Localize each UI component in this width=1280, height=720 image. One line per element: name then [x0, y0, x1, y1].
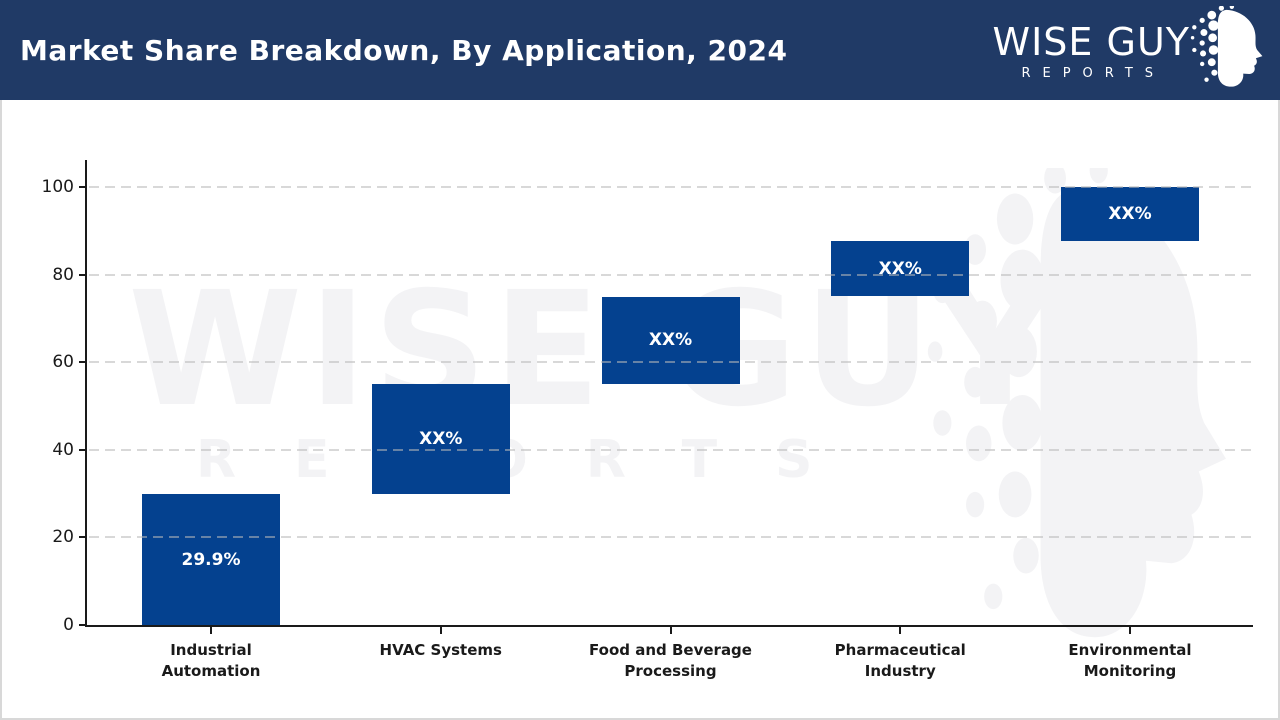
brand-logo: WISE GUY REPORTS — [993, 6, 1272, 94]
brand-text: WISE GUY REPORTS — [993, 20, 1190, 81]
category-label: HVAC Systems — [379, 641, 502, 659]
y-tick-mark — [79, 361, 86, 364]
y-tick-mark — [79, 536, 86, 539]
x-tick-mark — [1129, 627, 1131, 634]
bar-segment — [601, 296, 740, 385]
gridline-40 — [89, 448, 1253, 451]
x-axis-line — [85, 625, 1253, 627]
brand-sub: REPORTS — [1021, 65, 1166, 81]
y-tick-mark — [79, 624, 86, 626]
header-bar: Market Share Breakdown, By Application, … — [0, 0, 1280, 100]
y-tick-mark — [79, 448, 86, 451]
bar-value-label: XX% — [1108, 204, 1152, 225]
y-axis-line — [85, 160, 87, 627]
y-tick-label: 100 — [41, 177, 74, 197]
category-label: Pharmaceutical Industry — [834, 641, 966, 680]
x-tick-mark — [669, 627, 672, 634]
y-tick-mark — [79, 273, 86, 276]
brand-name: WISE GUY — [992, 19, 1190, 64]
bar-segment — [142, 494, 280, 625]
category-label: Industrial Automation — [161, 641, 261, 680]
bar-segment — [371, 384, 510, 495]
x-tick-mark — [899, 627, 902, 634]
x-tick-mark — [210, 627, 212, 634]
bar-value-label: XX% — [648, 330, 693, 351]
bar-value-label: XX% — [419, 429, 463, 450]
y-tick-mark — [79, 186, 86, 188]
bar-value-label: XX% — [878, 258, 922, 279]
category-label: Environmental Monitoring — [1068, 641, 1192, 680]
gridline-60 — [89, 361, 1253, 364]
x-tick-mark — [439, 627, 442, 634]
y-tick-label: 80 — [52, 264, 74, 285]
gridline-80 — [89, 273, 1253, 276]
brand-head-icon — [1190, 6, 1263, 87]
bar-value-label: 29.9% — [181, 549, 241, 570]
category-label: Food and Beverage Processing — [589, 641, 752, 680]
page-title: Market Share Breakdown, By Application, … — [20, 34, 788, 67]
gridline-100 — [89, 186, 1253, 188]
y-tick-label: 20 — [52, 527, 74, 548]
content-frame — [0, 100, 1280, 720]
gridline-20 — [89, 536, 1253, 539]
y-tick-label: 60 — [52, 352, 74, 373]
y-tick-label: 40 — [52, 439, 74, 460]
y-tick-label: 0 — [63, 615, 74, 635]
